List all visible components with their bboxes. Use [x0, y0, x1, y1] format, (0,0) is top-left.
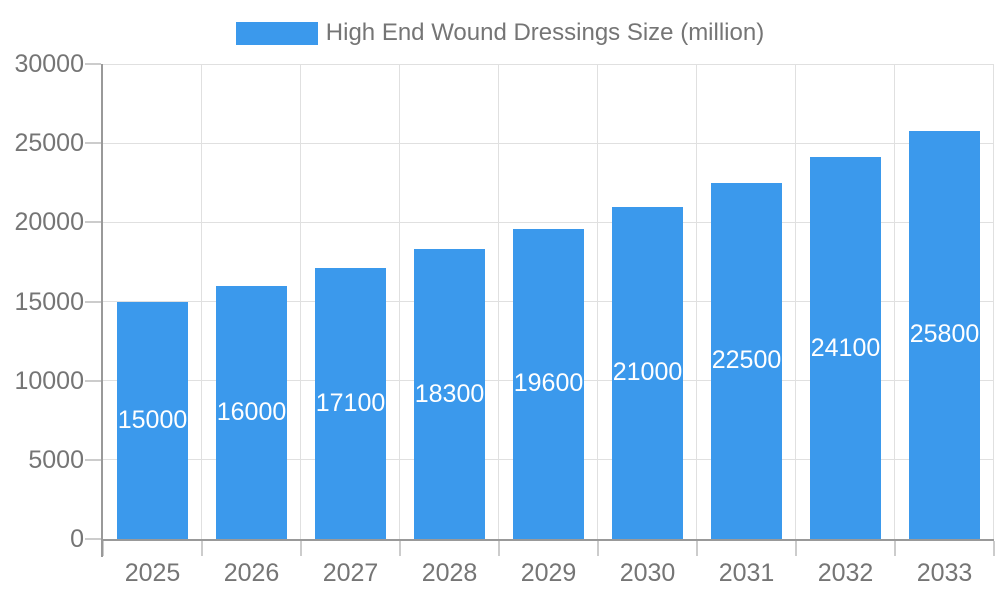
bar-2030[interactable]: 21000	[612, 206, 683, 539]
x-axis-line	[101, 539, 994, 541]
gridline-v	[993, 64, 994, 539]
x-axis-tick-label: 2026	[223, 559, 280, 587]
gridline-v	[201, 64, 202, 539]
x-axis-tick-label: 2030	[619, 559, 676, 587]
gridline-v	[597, 64, 598, 539]
gridline-h	[103, 142, 994, 144]
bar-value-label: 15000	[117, 405, 188, 434]
x-axis-tick-label: 2033	[916, 559, 973, 587]
y-axis-tick-label: 0	[70, 525, 84, 553]
legend-swatch	[235, 21, 318, 45]
bar-value-label: 17100	[315, 389, 386, 418]
y-axis-tick	[85, 538, 101, 540]
bar-2028[interactable]: 18300	[414, 249, 485, 539]
y-axis-tick-label: 5000	[28, 445, 84, 474]
x-axis-tick	[696, 541, 698, 556]
gridline-v	[498, 64, 499, 539]
y-axis-line	[101, 64, 103, 557]
bar-2027[interactable]: 17100	[315, 268, 386, 539]
bar-2025[interactable]: 15000	[117, 301, 188, 539]
y-axis-tick-label: 30000	[14, 50, 84, 78]
gridline-v	[399, 64, 400, 539]
x-axis-tick	[201, 541, 203, 556]
x-axis-tick	[993, 541, 995, 556]
bar-2033[interactable]: 25800	[909, 130, 980, 539]
gridline-v	[894, 64, 895, 539]
y-axis-tick	[85, 142, 101, 145]
y-axis-tick	[85, 458, 101, 461]
y-axis-tick	[85, 379, 101, 382]
legend-label: High End Wound Dressings Size (million)	[325, 19, 765, 46]
bar-value-label: 24100	[810, 333, 881, 362]
bar-value-label: 16000	[216, 397, 287, 426]
x-axis-tick	[102, 541, 104, 556]
x-axis-tick	[300, 541, 302, 556]
bar-value-label: 22500	[711, 346, 782, 375]
bar-value-label: 21000	[612, 358, 683, 387]
x-axis-tick-label: 2028	[421, 559, 478, 587]
bar-2026[interactable]: 16000	[216, 285, 287, 539]
bar-2032[interactable]: 24100	[810, 157, 881, 539]
x-axis-tick-label: 2032	[817, 559, 874, 587]
x-axis-tick	[894, 541, 896, 556]
y-axis-tick-label: 25000	[14, 129, 84, 158]
bar-2029[interactable]: 19600	[513, 228, 584, 539]
x-axis-tick-label: 2029	[520, 559, 577, 587]
x-axis-tick	[399, 541, 401, 556]
legend[interactable]: High End Wound Dressings Size (million)	[0, 19, 1000, 47]
x-axis-tick	[597, 541, 599, 556]
gridline-v	[795, 64, 796, 539]
x-axis-tick-label: 2027	[322, 559, 379, 587]
x-axis-tick	[795, 541, 797, 556]
bar-2031[interactable]: 22500	[711, 182, 782, 539]
bar-value-label: 18300	[414, 379, 485, 408]
y-axis-tick-label: 20000	[14, 208, 84, 237]
x-axis-tick-label: 2031	[718, 559, 775, 587]
gridline-h	[103, 63, 994, 65]
y-axis-tick	[85, 221, 101, 224]
bar-value-label: 19600	[513, 369, 584, 398]
x-axis-tick-label: 2025	[124, 559, 181, 587]
x-axis-tick	[498, 541, 500, 556]
y-axis-tick-label: 10000	[14, 366, 84, 395]
gridline-v	[696, 64, 697, 539]
y-axis-tick	[85, 63, 101, 65]
gridline-h	[103, 221, 994, 223]
bar-value-label: 25800	[909, 320, 980, 349]
y-axis-tick	[85, 300, 101, 303]
y-axis-tick-label: 15000	[14, 287, 84, 316]
gridline-v	[300, 64, 301, 539]
